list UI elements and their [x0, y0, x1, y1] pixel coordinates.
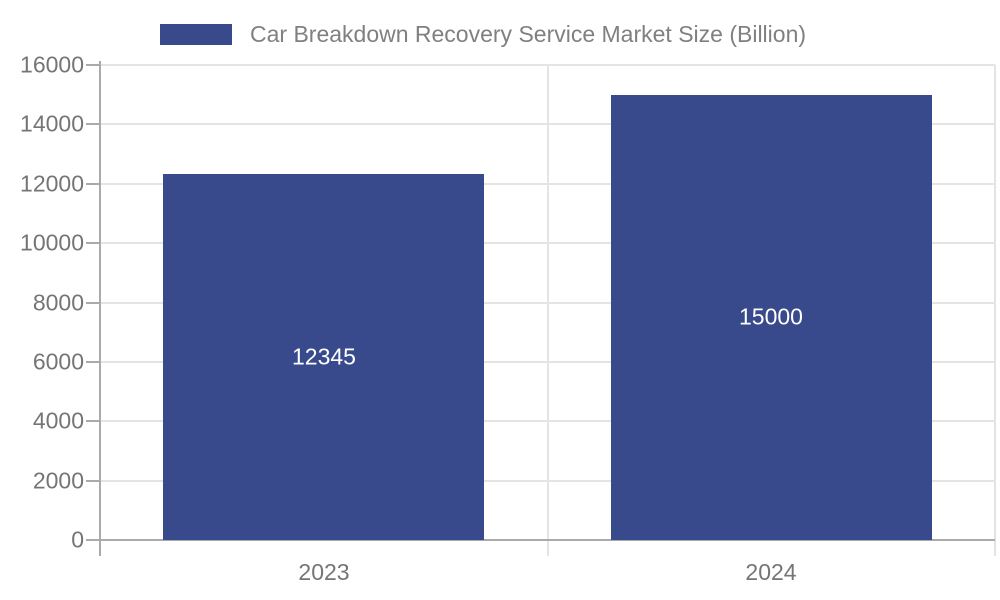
legend-label: Car Breakdown Recovery Service Market Si… — [250, 21, 807, 47]
y-axis-tick-label: 6000 — [32, 348, 84, 375]
chart-legend: Car Breakdown Recovery Service Market Si… — [160, 22, 806, 46]
y-axis-tick — [86, 361, 100, 363]
bar-value-label-2023: 12345 — [292, 343, 356, 370]
x-axis-category-label-2023: 2023 — [298, 559, 350, 585]
y-axis-tick-label: 12000 — [20, 170, 84, 197]
x-gridline — [994, 65, 996, 540]
y-axis-tick — [86, 183, 100, 185]
y-axis-tick-label: 4000 — [32, 407, 84, 434]
bar-value-label-2024: 15000 — [739, 303, 803, 330]
y-axis-line — [99, 61, 101, 556]
y-axis-tick-label: 0 — [71, 526, 84, 553]
y-axis-tick — [86, 420, 100, 422]
y-axis-tick — [86, 64, 100, 66]
x-axis-tick — [994, 540, 996, 556]
y-axis-tick-label: 8000 — [32, 289, 84, 316]
x-axis-tick — [547, 540, 549, 556]
x-axis-category-label-2024: 2024 — [745, 559, 797, 585]
legend-swatch-icon — [160, 23, 232, 45]
y-axis-tick — [86, 302, 100, 304]
y-axis-tick — [86, 480, 100, 482]
x-axis-line — [86, 539, 995, 541]
y-axis-tick — [86, 242, 100, 244]
y-axis-tick-label: 10000 — [20, 229, 84, 256]
bar-2024 — [611, 95, 932, 540]
y-axis-tick — [86, 123, 100, 125]
y-axis-tick-label: 14000 — [20, 110, 84, 137]
y-axis-tick-label: 16000 — [20, 51, 84, 78]
y-axis-tick-label: 2000 — [32, 467, 84, 494]
bar-2023 — [163, 174, 484, 540]
x-gridline — [547, 65, 549, 540]
